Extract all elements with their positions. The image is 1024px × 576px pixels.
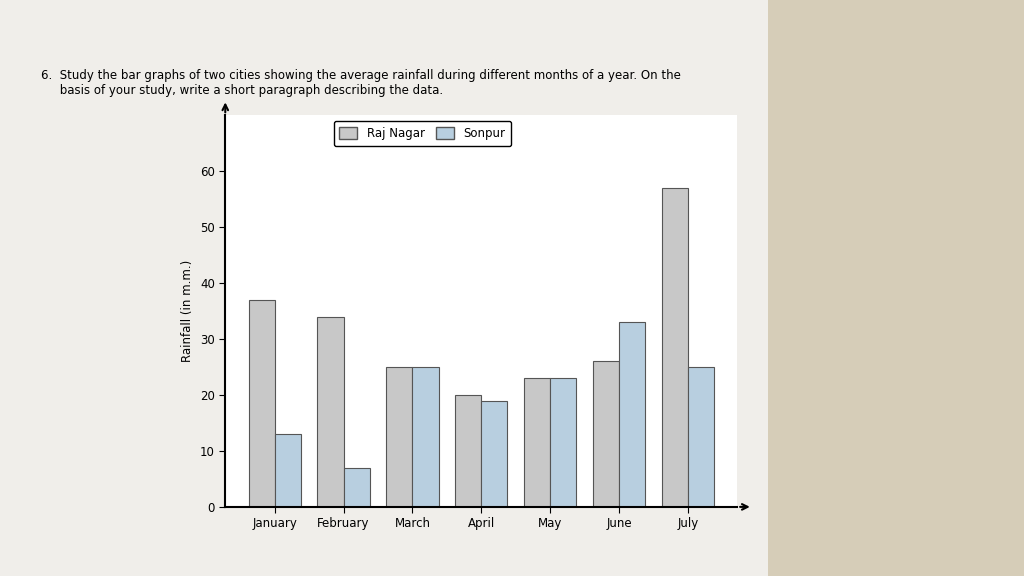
Text: 6.  Study the bar graphs of two cities showing the average rainfall during diffe: 6. Study the bar graphs of two cities sh… [41,69,681,97]
Bar [524,378,550,507]
Bar [413,367,438,507]
Bar [618,322,645,507]
Bar [481,400,508,507]
Bar [386,367,413,507]
Bar [662,188,688,507]
Bar [249,300,274,507]
Bar [593,361,618,507]
Bar [455,395,481,507]
Bar [550,378,577,507]
Bar [688,367,714,507]
Bar [317,317,344,507]
Bar [274,434,301,507]
Legend: Raj Nagar, Sonpur: Raj Nagar, Sonpur [334,121,512,146]
Y-axis label: Rainfall (in m.m.): Rainfall (in m.m.) [181,260,195,362]
Bar [344,468,370,507]
